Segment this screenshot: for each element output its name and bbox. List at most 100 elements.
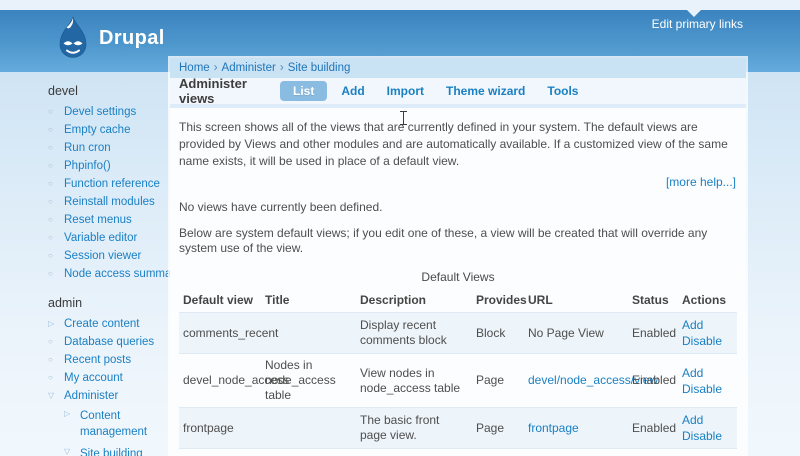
expanded-arrow-icon[interactable]: ▽: [48, 391, 55, 400]
sidebar-item-site-building[interactable]: ▽ Site building: [64, 446, 170, 456]
sidebar-item-empty-cache[interactable]: ○ Empty cache: [48, 124, 170, 136]
expanded-arrow-icon[interactable]: ▽: [64, 447, 71, 456]
sidebar-link[interactable]: Empty cache: [64, 124, 131, 136]
add-link[interactable]: Add: [682, 365, 704, 380]
sidebar-link[interactable]: Content management: [80, 410, 148, 438]
sidebar-section-title: devel: [48, 84, 78, 98]
breadcrumb-link-site-building[interactable]: Site building: [287, 62, 351, 74]
cell-url: devel/node_access/view: [524, 354, 658, 408]
site-name: Drupal: [99, 27, 165, 49]
sidebar-link[interactable]: Reinstall modules: [64, 196, 155, 208]
disable-link[interactable]: Disable: [682, 334, 723, 348]
cell-url: frontpage: [524, 407, 628, 449]
cell-title: Nodes in node_access table: [265, 358, 336, 402]
tab-list[interactable]: List: [280, 81, 328, 101]
main-content: This screen shows all of the views that …: [170, 108, 746, 456]
sidebar-item-node-access-summary[interactable]: ○ Node access summary: [48, 268, 181, 280]
sidebar-item-devel-settings[interactable]: ○ Devel settings: [48, 106, 170, 118]
cell-url: No Page View: [524, 312, 628, 354]
sidebar-item-session-viewer[interactable]: ○ Session viewer: [48, 250, 170, 262]
breadcrumb-separator: ›: [213, 62, 218, 74]
add-link[interactable]: Add: [682, 413, 704, 427]
circle-bullet-icon: ○: [48, 233, 53, 242]
collapsed-arrow-icon[interactable]: ▷: [48, 319, 55, 328]
cell-status: Enabled: [632, 373, 677, 387]
sidebar-link[interactable]: Node access summary: [64, 268, 181, 280]
intro-text: This screen shows all of the views that …: [179, 120, 728, 168]
sidebar-link[interactable]: Session viewer: [64, 250, 142, 262]
sidebar-link[interactable]: Administer: [64, 390, 119, 402]
page-title: Administer views: [179, 76, 247, 106]
sidebar-item-reset-menus[interactable]: ○ Reset menus: [48, 214, 170, 226]
sidebar-item-reinstall-modules[interactable]: ○ Reinstall modules: [48, 196, 170, 208]
table-row-devel-node-access: devel_node_access Nodes in node_access t…: [179, 354, 737, 408]
sidebar-link[interactable]: Variable editor: [64, 232, 138, 244]
cell-actions: Add Disable: [678, 312, 737, 354]
circle-bullet-icon: ○: [48, 143, 53, 152]
edit-primary-links-link[interactable]: Edit primary links: [651, 17, 743, 31]
text-cursor: [399, 111, 408, 125]
sidebar-link[interactable]: Database queries: [64, 336, 155, 348]
breadcrumb: Home › Administer › Site building: [170, 58, 746, 78]
default-views-note: Below are system default views; if you e…: [179, 226, 708, 255]
add-link[interactable]: Add: [682, 318, 704, 332]
url-link[interactable]: frontpage: [528, 420, 579, 435]
tab-tools[interactable]: Tools: [547, 84, 579, 98]
sidebar-link[interactable]: Recent posts: [64, 354, 132, 366]
breadcrumb-link-home[interactable]: Home: [179, 62, 210, 74]
sidebar-item-content-management[interactable]: ▷ Content management: [64, 408, 170, 440]
url-link[interactable]: devel/node_access/view: [528, 373, 659, 387]
tab-add[interactable]: Add: [341, 84, 365, 98]
tab-theme-wizard[interactable]: Theme wizard: [446, 84, 526, 98]
cell-default-view: devel_node_access: [183, 373, 290, 387]
sidebar-item-phpinfo[interactable]: ○ Phpinfo(): [48, 160, 170, 172]
sidebar-link[interactable]: Phpinfo(): [64, 160, 111, 172]
disable-link[interactable]: Disable: [682, 381, 723, 396]
circle-bullet-icon: ○: [48, 107, 53, 116]
cell-actions: AddEnable: [678, 449, 737, 456]
sidebar-item-variable-editor[interactable]: ○ Variable editor: [48, 232, 170, 244]
breadcrumb-separator: ›: [279, 62, 284, 74]
col-header-url: URL: [528, 293, 553, 307]
sidebar-link[interactable]: Run cron: [64, 142, 111, 154]
col-header-title: Title: [265, 293, 290, 307]
sidebar-item-my-account[interactable]: ○ My account: [48, 372, 170, 384]
sidebar-item-recent-posts[interactable]: ○ Recent posts: [48, 354, 170, 366]
cell-default-view: taxonomy_term: [179, 449, 261, 456]
add-link[interactable]: Add: [682, 453, 733, 456]
collapsed-arrow-icon[interactable]: ▷: [64, 409, 71, 418]
table-row-taxonomy-term: taxonomy_term Taxonomy The taxonomy view…: [179, 449, 737, 456]
sidebar-link[interactable]: Reset menus: [64, 214, 132, 226]
page-title-row: Administer views List Add Import Theme w…: [170, 76, 746, 108]
sidebar-item-create-content[interactable]: ▷ Create content: [48, 318, 170, 330]
cell-description: Display recent comments block: [356, 312, 472, 354]
sidebar-item-administer[interactable]: ▽ Administer: [48, 390, 170, 402]
cell-status: Enabled: [628, 407, 678, 449]
cell-title: [261, 407, 356, 449]
sidebar-link[interactable]: My account: [64, 372, 123, 384]
cell-default-view: comments_recent: [179, 312, 278, 354]
top-strip: [0, 0, 800, 10]
drupal-logo-icon: [59, 16, 87, 58]
sidebar-item-database-queries[interactable]: ○ Database queries: [48, 336, 170, 348]
sidebar-item-run-cron[interactable]: ○ Run cron: [48, 142, 170, 154]
sidebar: devel ○ Devel settings ○ Empty cache ○ Run …: [0, 72, 181, 456]
cell-provides: Page: [472, 449, 524, 456]
sidebar-link[interactable]: Create content: [64, 318, 140, 330]
table-header-row: Default view Title Description Provides …: [179, 288, 737, 313]
tab-import[interactable]: Import: [386, 84, 425, 98]
sidebar-link[interactable]: Site building: [80, 448, 143, 456]
sidebar-link[interactable]: Function reference: [64, 178, 160, 190]
disable-link[interactable]: Disable: [682, 429, 723, 443]
cell-description: View nodes in node_access table: [360, 365, 461, 395]
circle-bullet-icon: ○: [48, 373, 53, 382]
sidebar-item-function-reference[interactable]: ○ Function reference: [48, 178, 170, 190]
sidebar-link[interactable]: Devel settings: [64, 106, 137, 118]
cell-actions: Add Disable: [678, 407, 737, 449]
cell-description: The basic front page view.: [356, 407, 472, 449]
table-row-comments-recent: comments_recent Display recent comments …: [179, 312, 737, 354]
breadcrumb-link-administer[interactable]: Administer: [221, 62, 276, 74]
more-help-link[interactable]: [more help...]: [665, 175, 736, 189]
